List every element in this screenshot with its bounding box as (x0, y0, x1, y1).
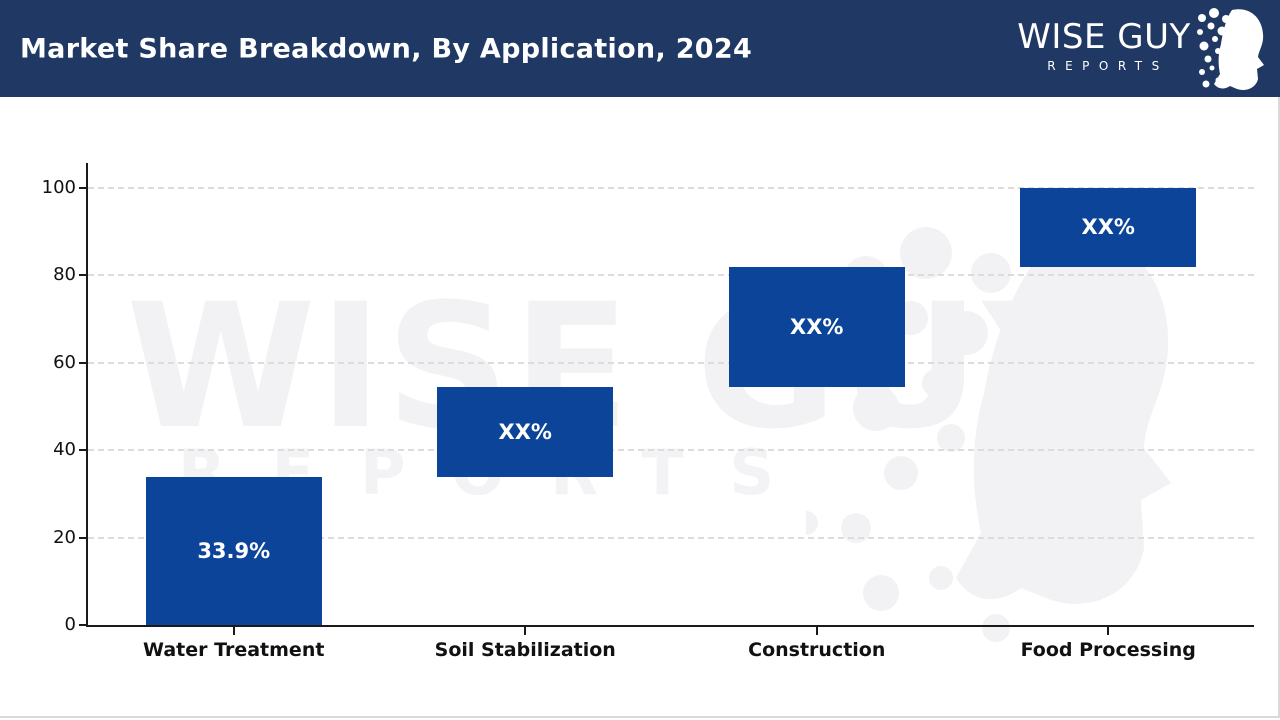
y-tick-0 (79, 624, 87, 626)
page-border-bottom (0, 716, 1280, 718)
category-label-1: Soil Stabilization (434, 639, 616, 661)
wise-guy-reports-logo: WISE GUY REPORTS (1014, 4, 1266, 94)
y-tick-label-80: 80 (53, 264, 76, 285)
gridline-60 (88, 361, 1254, 364)
x-tick-1 (524, 627, 527, 635)
gridline-100 (88, 186, 1254, 189)
bar-segment-3: XX% (1020, 187, 1197, 268)
y-tick-100 (79, 186, 87, 189)
gridline-20 (88, 536, 1254, 539)
y-tick-label-40: 40 (53, 439, 76, 460)
bar-value-label-3: XX% (1081, 215, 1135, 240)
page-title: Market Share Breakdown, By Application, … (20, 33, 753, 64)
gridline-80 (88, 274, 1254, 276)
y-tick-80 (79, 274, 87, 276)
page-border-right (1278, 97, 1280, 718)
bar-segment-1: XX% (437, 387, 614, 477)
y-axis-line (86, 163, 88, 627)
bar-value-label-0: 33.9% (197, 538, 271, 563)
y-tick-label-20: 20 (53, 526, 76, 548)
y-tick-20 (79, 536, 87, 539)
face-profile-icon (1194, 6, 1266, 92)
header-bar: Market Share Breakdown, By Application, … (0, 0, 1280, 97)
logo-text: WISE GUY REPORTS (1014, 17, 1194, 73)
logo-wordmark: WISE GUY (1017, 17, 1191, 57)
category-label-0: Water Treatment (143, 639, 325, 661)
x-tick-2 (815, 627, 818, 635)
category-label-2: Construction (748, 639, 886, 661)
x-tick-3 (1107, 627, 1110, 635)
bar-segment-0: 33.9% (145, 476, 322, 625)
y-tick-label-100: 100 (41, 176, 76, 198)
logo-subtitle: REPORTS (1047, 58, 1169, 73)
chart-plot-area: 0 20 40 60 80 100 33.9% Water Treatment XX% Soil … (0, 97, 1280, 720)
x-axis-line (86, 625, 1254, 627)
y-tick-label-0: 0 (64, 614, 76, 635)
y-tick-60 (79, 361, 87, 364)
category-label-3: Food Processing (1020, 639, 1196, 661)
bar-segment-2: XX% (728, 267, 905, 387)
gridline-40 (88, 449, 1254, 451)
bar-value-label-2: XX% (790, 315, 844, 340)
y-tick-40 (79, 449, 87, 451)
x-tick-0 (232, 627, 235, 635)
y-tick-label-60: 60 (53, 351, 76, 373)
bar-value-label-1: XX% (498, 419, 552, 444)
